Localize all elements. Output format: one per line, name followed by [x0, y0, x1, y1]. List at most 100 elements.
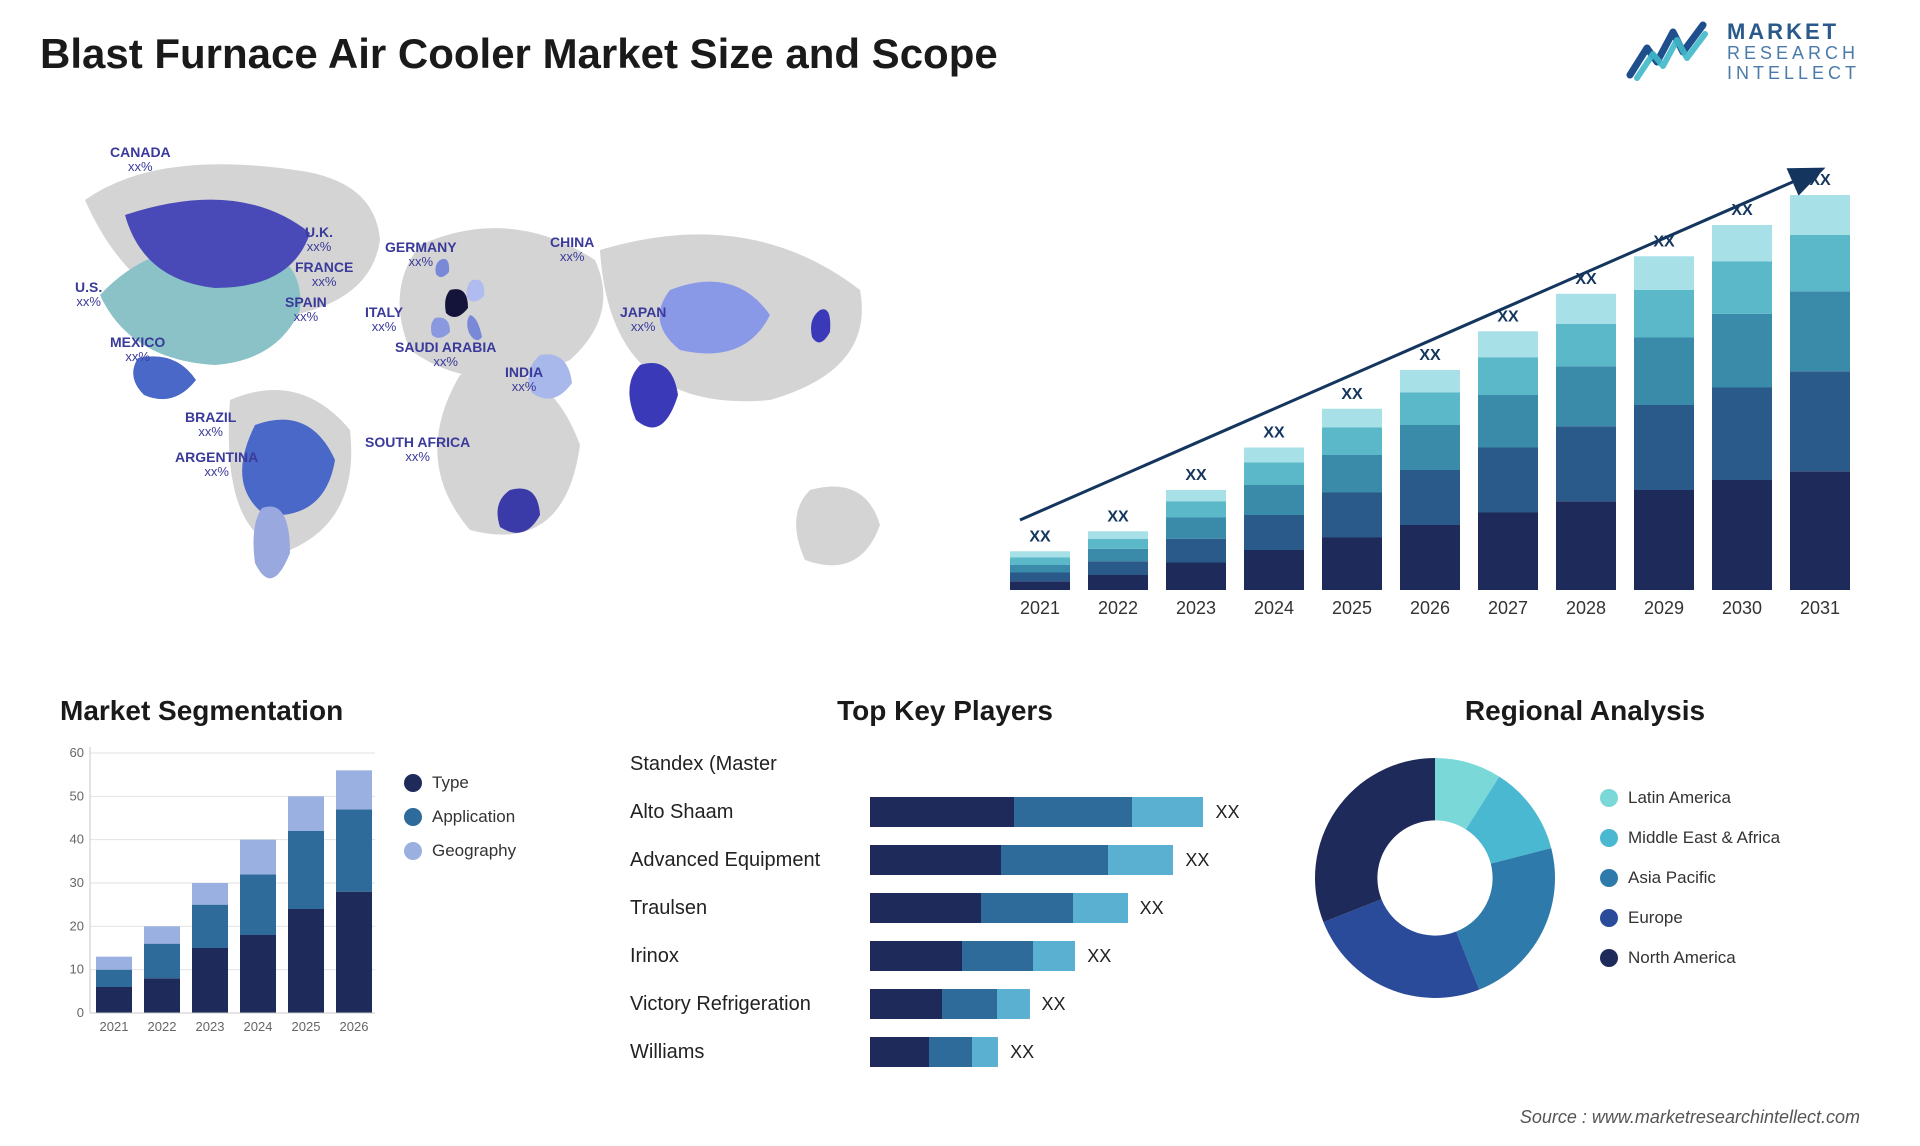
svg-text:30: 30	[70, 875, 84, 890]
logo-icon	[1625, 20, 1715, 84]
region-legend-asia-pacific: Asia Pacific	[1600, 868, 1780, 888]
map-label-japan: JAPANxx%	[620, 305, 666, 335]
player-row: Irinox XX	[630, 935, 1260, 977]
svg-text:2023: 2023	[196, 1019, 225, 1034]
svg-text:20: 20	[70, 918, 84, 933]
segmentation-chart: 0 10 20 30 40 50 60 2021 2022 2023 2024 2025 2026	[60, 743, 380, 1043]
region-legend-europe: Europe	[1600, 908, 1780, 928]
seg-legend-application: Application	[404, 807, 516, 827]
player-value: XX	[1042, 994, 1066, 1015]
map-label-germany: GERMANYxx%	[385, 240, 457, 270]
regional-legend: Latin America Middle East & Africa Asia Pa…	[1600, 788, 1780, 968]
main-bar-chart: XX2021XX2022XX2023XX2024XX2025XX2026XX20…	[990, 150, 1860, 620]
player-value: XX	[1010, 1042, 1034, 1063]
map-label-france: FRANCExx%	[295, 260, 353, 290]
players-chart: Standex (MasterAlto ShaamXXAdvanced Equi…	[630, 743, 1260, 1073]
player-label: Victory Refrigeration	[630, 993, 860, 1016]
segmentation-section: Market Segmentation 0 10 20 30 40 50 60 2021 202…	[60, 695, 600, 1043]
map-label-china: CHINAxx%	[550, 235, 594, 265]
svg-text:0: 0	[77, 1005, 84, 1020]
player-label: Williams	[630, 1041, 860, 1064]
logo-text: MARKET RESEARCH INTELLECT	[1727, 20, 1860, 84]
svg-text:XX: XX	[1107, 508, 1129, 525]
map-label-u.k.: U.K.xx%	[305, 225, 333, 255]
player-value: XX	[1215, 802, 1239, 823]
map-label-south-africa: SOUTH AFRICAxx%	[365, 435, 470, 465]
segmentation-legend: Type Application Geography	[404, 743, 516, 861]
world-map: CANADAxx% U.S.xx% MEXICOxx% BRAZILxx% ARGENT…	[30, 130, 910, 650]
player-label: Traulsen	[630, 897, 860, 920]
map-label-u.s.: U.S.xx%	[75, 280, 102, 310]
logo-line3: INTELLECT	[1727, 64, 1860, 84]
seg-legend-type: Type	[404, 773, 516, 793]
svg-text:2023: 2023	[1176, 598, 1216, 618]
player-row: Williams XX	[630, 1031, 1260, 1073]
player-row: Victory Refrigeration XX	[630, 983, 1260, 1025]
region-legend-middle-east-africa: Middle East & Africa	[1600, 828, 1780, 848]
svg-text:XX: XX	[1263, 425, 1285, 442]
logo-line2: RESEARCH	[1727, 44, 1860, 64]
player-bar	[870, 845, 1173, 875]
seg-legend-geography: Geography	[404, 841, 516, 861]
player-label: Standex (Master	[630, 753, 860, 776]
source-attribution: Source : www.marketresearchintellect.com	[1520, 1107, 1860, 1128]
svg-text:10: 10	[70, 962, 84, 977]
svg-text:2025: 2025	[1332, 598, 1372, 618]
svg-text:2029: 2029	[1644, 598, 1684, 618]
player-row: Advanced Equipment XX	[630, 839, 1260, 881]
svg-text:2026: 2026	[340, 1019, 369, 1034]
svg-text:XX: XX	[1419, 347, 1441, 364]
map-label-italy: ITALYxx%	[365, 305, 403, 335]
svg-text:XX: XX	[1029, 528, 1051, 545]
logo-line1: MARKET	[1727, 20, 1860, 44]
map-label-india: INDIAxx%	[505, 365, 543, 395]
player-label: Advanced Equipment	[630, 849, 860, 872]
player-value: XX	[1140, 898, 1164, 919]
svg-text:2024: 2024	[244, 1019, 273, 1034]
player-bar	[870, 797, 1203, 827]
regional-title: Regional Analysis	[1300, 695, 1870, 727]
svg-text:XX: XX	[1341, 386, 1363, 403]
svg-text:2031: 2031	[1800, 598, 1840, 618]
player-row: Standex (Master	[630, 743, 1260, 785]
page-title: Blast Furnace Air Cooler Market Size and…	[40, 30, 998, 78]
svg-text:60: 60	[70, 745, 84, 760]
player-row: Alto Shaam XX	[630, 791, 1260, 833]
player-label: Alto Shaam	[630, 801, 860, 824]
player-bar	[870, 941, 1075, 971]
region-legend-north-america: North America	[1600, 948, 1780, 968]
player-row: Traulsen XX	[630, 887, 1260, 929]
player-bar	[870, 893, 1128, 923]
svg-text:XX: XX	[1185, 467, 1207, 484]
segmentation-title: Market Segmentation	[60, 695, 600, 727]
players-section: Top Key Players Standex (Master Alto Shaa…	[630, 695, 1260, 1073]
map-label-argentina: ARGENTINAxx%	[175, 450, 258, 480]
map-label-canada: CANADAxx%	[110, 145, 171, 175]
svg-text:2022: 2022	[1098, 598, 1138, 618]
svg-text:2021: 2021	[1020, 598, 1060, 618]
svg-text:40: 40	[70, 832, 84, 847]
brand-logo: MARKET RESEARCH INTELLECT	[1625, 20, 1860, 84]
player-value: XX	[1185, 850, 1209, 871]
svg-text:2021: 2021	[100, 1019, 129, 1034]
svg-text:2026: 2026	[1410, 598, 1450, 618]
region-legend-latin-america: Latin America	[1600, 788, 1780, 808]
svg-text:2022: 2022	[148, 1019, 177, 1034]
map-label-spain: SPAINxx%	[285, 295, 327, 325]
map-label-brazil: BRAZILxx%	[185, 410, 236, 440]
player-label: Irinox	[630, 945, 860, 968]
players-title: Top Key Players	[630, 695, 1260, 727]
map-label-saudi-arabia: SAUDI ARABIAxx%	[395, 340, 496, 370]
svg-text:2025: 2025	[292, 1019, 321, 1034]
map-label-mexico: MEXICOxx%	[110, 335, 165, 365]
svg-text:2024: 2024	[1254, 598, 1294, 618]
player-bar	[870, 1037, 998, 1067]
svg-text:50: 50	[70, 788, 84, 803]
player-bar	[870, 989, 1030, 1019]
svg-text:2030: 2030	[1722, 598, 1762, 618]
svg-text:2028: 2028	[1566, 598, 1606, 618]
svg-text:2027: 2027	[1488, 598, 1528, 618]
regional-section: Regional Analysis Latin America Middle Ea…	[1300, 695, 1870, 1013]
player-value: XX	[1087, 946, 1111, 967]
regional-donut	[1300, 743, 1570, 1013]
